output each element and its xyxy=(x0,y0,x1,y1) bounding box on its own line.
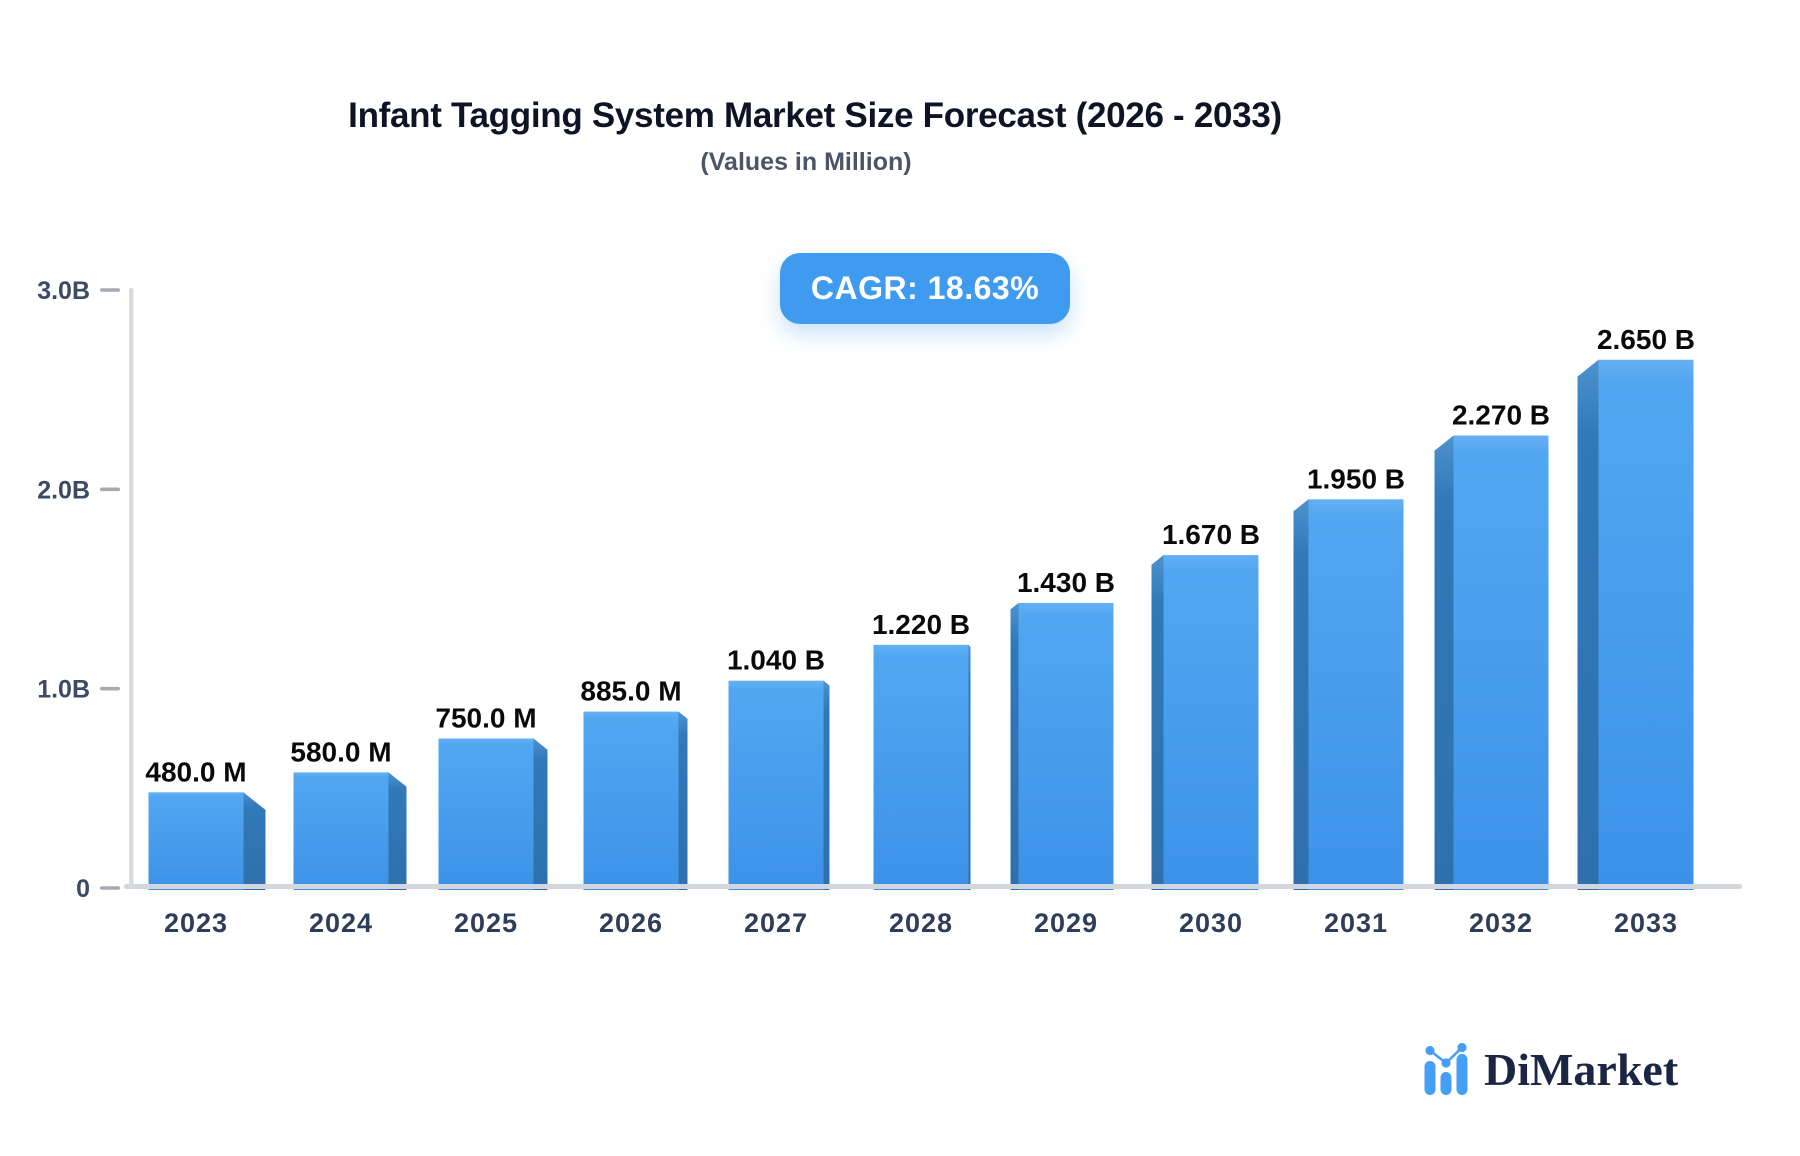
bar-2023-side xyxy=(243,792,266,890)
value-label-2026: 885.0 M xyxy=(580,676,681,707)
cagr-badge: CAGR: 18.63% xyxy=(780,253,1070,324)
brand-name: DiMarket xyxy=(1484,1044,1679,1096)
value-label-2028: 1.220 B xyxy=(872,609,970,640)
value-label-2025: 750.0 M xyxy=(435,703,536,734)
bar-2031-side xyxy=(1293,499,1309,890)
cagr-label: CAGR: 18.63% xyxy=(810,270,1040,306)
value-label-2029: 1.430 B xyxy=(1017,567,1115,598)
bar-2025-side xyxy=(533,738,548,890)
bar-2023 xyxy=(148,792,244,890)
bar-2033 xyxy=(1598,359,1694,890)
bar-2028 xyxy=(873,644,969,890)
bar-2030-side xyxy=(1151,555,1164,890)
x-axis-line xyxy=(124,884,1742,889)
bar-2024-side xyxy=(388,772,407,890)
bar-2032-side xyxy=(1434,435,1454,890)
x-tick-label-2030: 2030 xyxy=(1179,908,1243,938)
bar-2027 xyxy=(728,680,824,890)
value-label-2033: 2.650 B xyxy=(1597,324,1695,355)
x-tick-label-2023: 2023 xyxy=(164,908,228,938)
y-tick-1.0B xyxy=(100,686,120,691)
y-tick-label-3.0B: 3.0B xyxy=(37,277,90,305)
bar-2032 xyxy=(1453,435,1549,890)
x-tick-label-2029: 2029 xyxy=(1034,908,1098,938)
y-axis-line xyxy=(129,288,134,889)
bar-2027-side xyxy=(823,680,830,890)
bar-2024 xyxy=(293,772,389,890)
x-tick-label-2024: 2024 xyxy=(309,908,373,938)
bar-2025 xyxy=(438,738,534,890)
bar-2033-side xyxy=(1577,359,1599,890)
y-tick-label-2.0B: 2.0B xyxy=(37,476,90,504)
bar-2030 xyxy=(1163,555,1259,890)
dimarket-logo-icon xyxy=(1424,1042,1468,1095)
x-tick-label-2026: 2026 xyxy=(599,908,663,938)
bar-2029-side xyxy=(1010,602,1019,890)
bar-2029 xyxy=(1018,602,1114,890)
value-label-2031: 1.950 B xyxy=(1307,463,1405,494)
bar-2026 xyxy=(583,711,679,890)
x-tick-label-2025: 2025 xyxy=(454,908,518,938)
x-tick-label-2028: 2028 xyxy=(889,908,953,938)
y-tick-label-0: 0 xyxy=(76,875,90,903)
value-label-2030: 1.670 B xyxy=(1162,519,1260,550)
value-label-2024: 580.0 M xyxy=(290,736,391,767)
bar-2031 xyxy=(1308,499,1404,890)
chart-subtitle: (Values in Million) xyxy=(700,148,912,176)
chart-title: Infant Tagging System Market Size Foreca… xyxy=(348,96,1282,135)
value-label-2023: 480.0 M xyxy=(145,756,246,787)
y-tick-3.0B xyxy=(100,288,120,292)
x-tick-label-2027: 2027 xyxy=(744,908,808,938)
x-tick-label-2033: 2033 xyxy=(1614,908,1678,938)
y-tick-label-1.0B: 1.0B xyxy=(37,676,90,704)
x-tick-label-2032: 2032 xyxy=(1469,908,1533,938)
brand-logo: DiMarket xyxy=(1421,1041,1678,1095)
bar-2028-side xyxy=(968,644,971,890)
y-tick-2.0B xyxy=(100,487,120,492)
bar-2026-side xyxy=(678,711,688,890)
x-tick-label-2031: 2031 xyxy=(1324,908,1388,938)
value-label-2027: 1.040 B xyxy=(727,645,825,676)
y-tick-0 xyxy=(100,886,120,890)
value-label-2032: 2.270 B xyxy=(1452,400,1550,431)
